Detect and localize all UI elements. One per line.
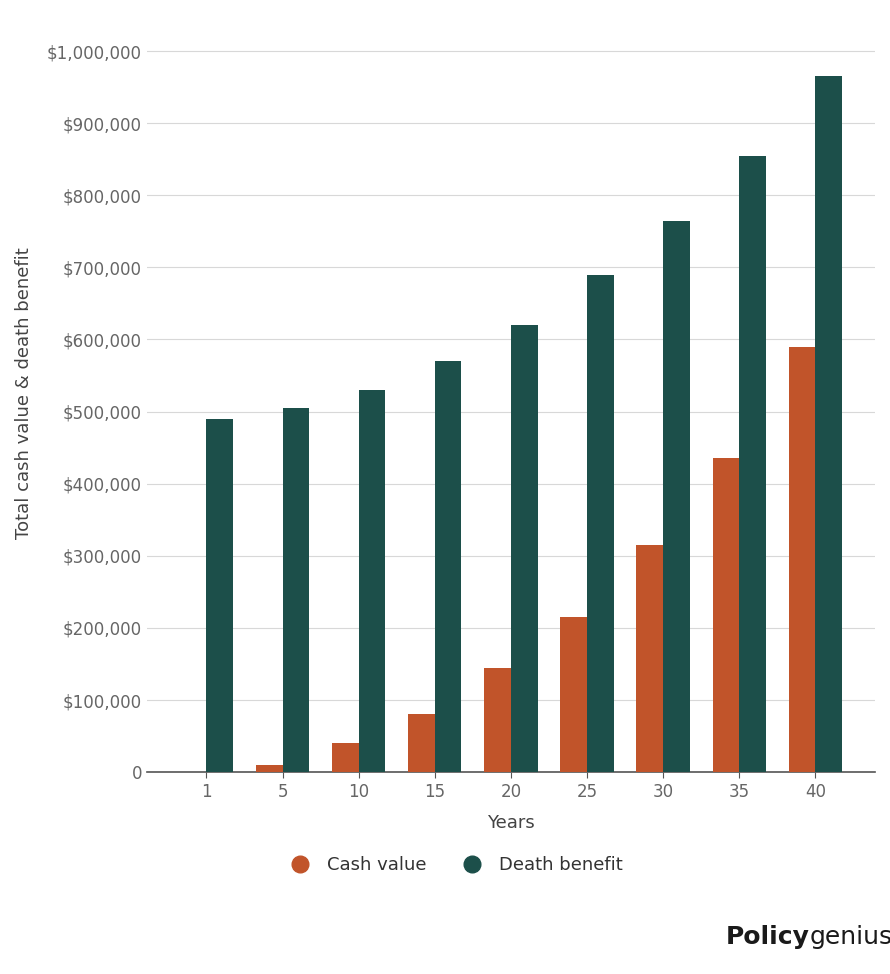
Legend: Cash value, Death benefit: Cash value, Death benefit <box>275 849 630 881</box>
Bar <box>435 361 461 772</box>
Bar <box>332 743 359 772</box>
Bar <box>484 667 511 772</box>
Bar <box>256 765 283 772</box>
Bar <box>740 156 765 772</box>
Bar <box>713 459 740 772</box>
Y-axis label: Total cash value & death benefit: Total cash value & death benefit <box>15 247 33 540</box>
Bar <box>409 714 435 772</box>
Bar <box>561 618 587 772</box>
Bar <box>815 76 842 772</box>
Bar <box>206 419 233 772</box>
Bar <box>511 325 538 772</box>
Text: Policy: Policy <box>726 924 810 949</box>
X-axis label: Years: Years <box>487 814 535 833</box>
Bar <box>663 220 690 772</box>
Bar <box>283 408 309 772</box>
Bar <box>587 275 613 772</box>
Bar <box>789 347 815 772</box>
Bar <box>636 545 663 772</box>
Text: genius: genius <box>810 924 890 949</box>
Bar <box>359 390 385 772</box>
